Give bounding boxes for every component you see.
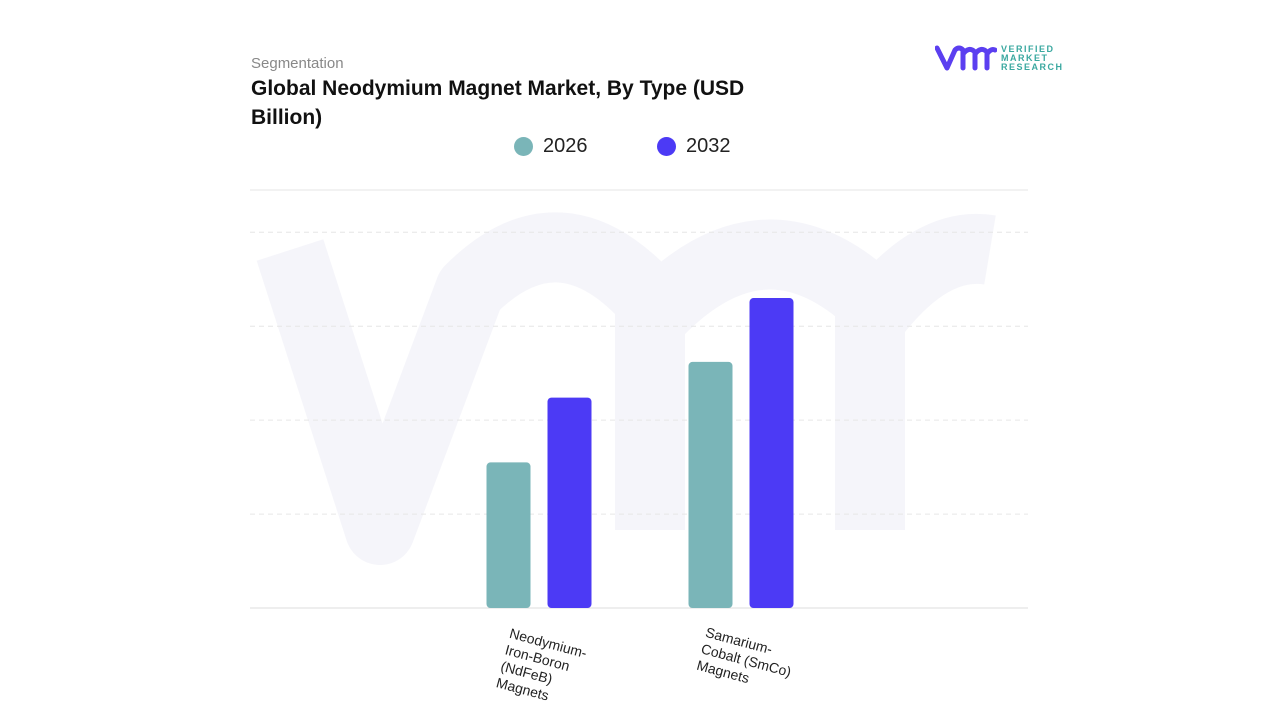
bar-2032-1 bbox=[749, 298, 794, 608]
vmr-logo-icon bbox=[935, 45, 997, 71]
legend-item-2032: 2032 bbox=[657, 135, 731, 158]
bar-2026-1 bbox=[688, 361, 733, 608]
bar-2032-0 bbox=[547, 397, 592, 608]
segment-label: Segmentation bbox=[251, 55, 344, 72]
logo-text-line: MARKET bbox=[1001, 52, 1049, 63]
legend-label: 2032 bbox=[686, 135, 731, 157]
legend-swatch bbox=[657, 137, 676, 156]
logo-text-line: VERIFIED bbox=[1001, 43, 1055, 54]
logo: VERIFIED MARKET RESEARCH bbox=[935, 44, 1064, 72]
legend-item-2026: 2026 bbox=[514, 135, 588, 158]
bar-2026-0 bbox=[486, 462, 531, 608]
legend-label: 2026 bbox=[543, 135, 588, 157]
legend-swatch bbox=[514, 137, 533, 156]
watermark bbox=[256, 212, 996, 565]
logo-text-line: RESEARCH bbox=[1001, 61, 1064, 72]
chart-title: Global Neodymium Magnet Market, By Type … bbox=[251, 77, 745, 129]
